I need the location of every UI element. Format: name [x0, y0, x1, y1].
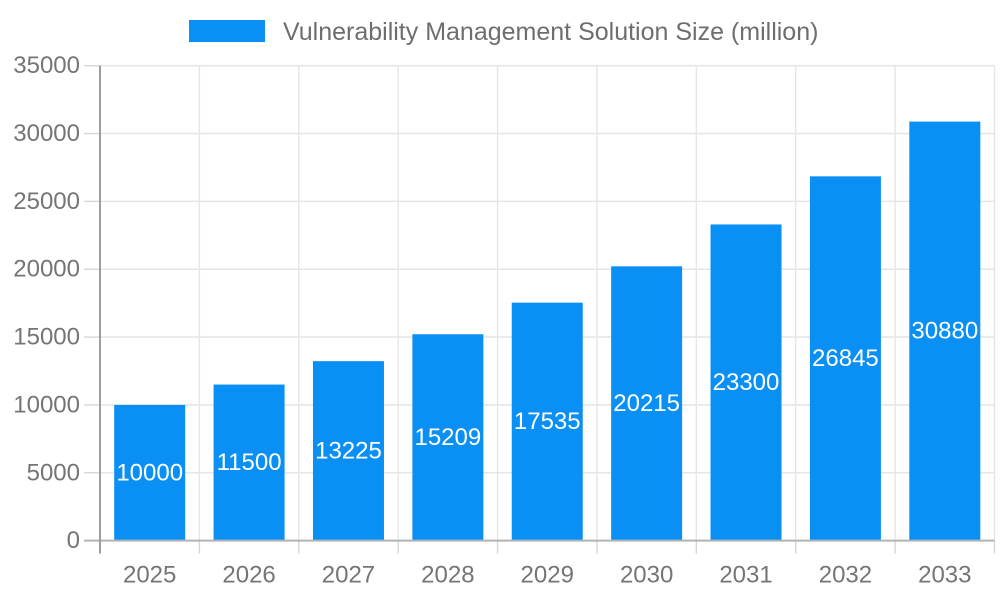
bar-value-label: 13225	[315, 437, 382, 464]
legend-label[interactable]: Vulnerability Management Solution Size (…	[283, 18, 818, 46]
bars: 10000 11500 13225 15209 17535 20215 23300 26845…	[114, 121, 981, 541]
x-axis-tick-label: 2033	[918, 562, 971, 589]
bar-2032[interactable]	[809, 176, 881, 541]
y-axis-tick-label: 10000	[13, 391, 80, 418]
x-axis-tick-label: 2032	[819, 562, 872, 589]
y-axis-tick-label: 0	[67, 527, 80, 554]
x-axis-tick-label: 2027	[322, 562, 375, 589]
bar-value-label: 20215	[613, 390, 680, 417]
bar-2031[interactable]	[710, 224, 782, 541]
bar-value-label: 11500	[217, 449, 282, 476]
legend[interactable]: Vulnerability Management Solution Size (…	[189, 18, 818, 46]
bar-value-label: 17535	[514, 408, 581, 435]
bar-2030[interactable]	[611, 266, 683, 541]
y-axis-tick-label: 35000	[13, 52, 80, 79]
y-axis-tick-label: 5000	[27, 459, 80, 486]
axes	[84, 65, 995, 554]
legend-swatch[interactable]	[189, 20, 265, 42]
bar-2029[interactable]	[511, 302, 583, 541]
x-axis-tick-label: 2026	[222, 562, 275, 589]
bar-value-label: 23300	[713, 369, 780, 396]
y-axis-tick-label: 20000	[13, 256, 80, 283]
x-axis-tick-label: 2028	[421, 562, 474, 589]
x-axis-tick-label: 2030	[620, 562, 673, 589]
axis-labels: 0 5000 10000 15000 20000 25000 30000 35000 2025 2…	[13, 52, 971, 588]
bar-2027[interactable]	[312, 361, 384, 541]
x-axis-tick-label: 2031	[719, 562, 772, 589]
bar-2025[interactable]	[114, 404, 186, 541]
x-axis-tick-label: 2029	[521, 562, 574, 589]
y-axis-tick-label: 30000	[13, 120, 80, 147]
bar-value-label: 10000	[116, 459, 183, 486]
bar-value-label: 15209	[414, 424, 481, 451]
x-axis-tick-label: 2025	[123, 562, 176, 589]
y-axis-tick-label: 25000	[13, 188, 80, 215]
y-axis-tick-label: 15000	[13, 324, 80, 351]
bar-value-label: 30880	[911, 318, 978, 345]
bar-2026[interactable]	[213, 384, 285, 541]
bar-value-label: 26845	[812, 345, 879, 372]
bar-2028[interactable]	[412, 334, 484, 541]
bar-2033[interactable]	[909, 121, 981, 541]
